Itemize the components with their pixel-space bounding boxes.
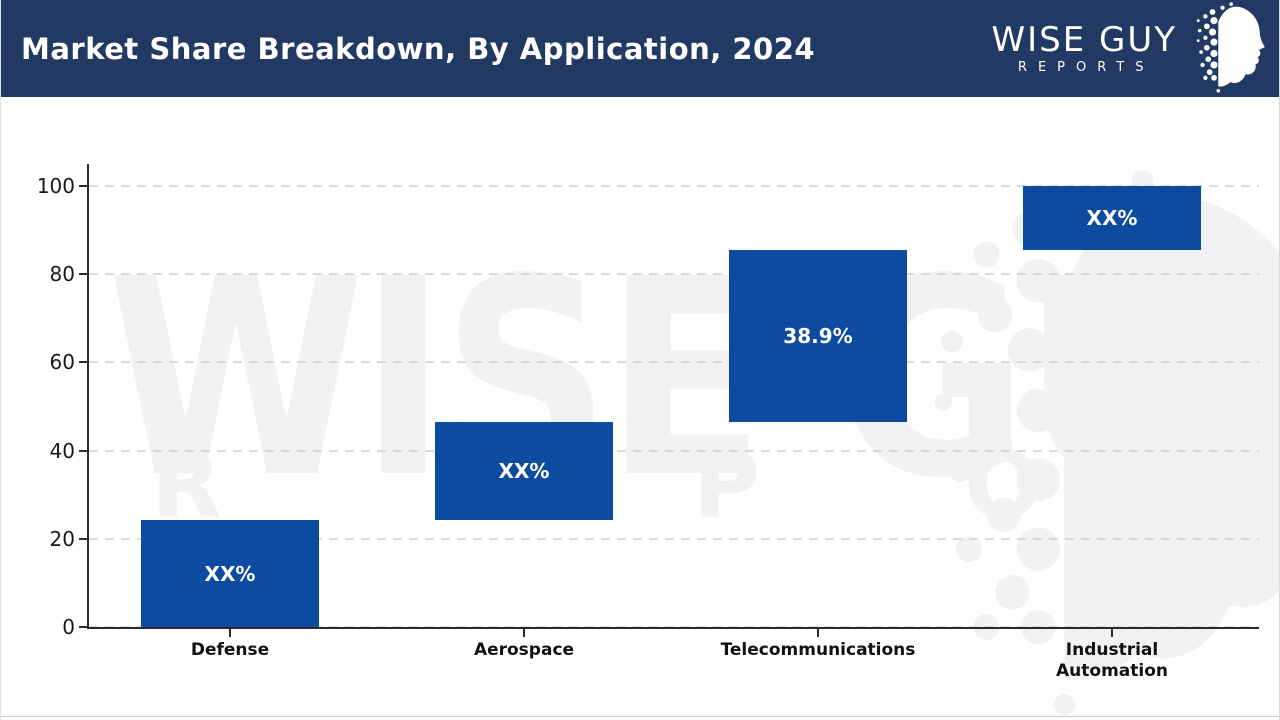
logo-text: WISE GUY REPORTS	[991, 22, 1177, 75]
gridline	[89, 273, 1259, 276]
y-tick	[79, 626, 87, 628]
x-axis-label-line: Industrial	[1065, 640, 1159, 660]
gridline	[89, 361, 1259, 364]
y-tick-label: 40	[49, 438, 75, 463]
y-tick	[79, 273, 87, 276]
x-axis-label: Telecommunications	[708, 640, 928, 661]
y-tick	[79, 185, 87, 187]
x-axis-label-line: Defense	[190, 640, 270, 660]
x-axis-label: Defense	[120, 640, 340, 661]
bar-value-label: XX%	[1086, 206, 1138, 231]
x-axis-label: Industrial Automation	[1002, 640, 1222, 682]
bar-telecommunications: 38.9%	[729, 250, 907, 422]
bar-industrial-automation: XX%	[1023, 186, 1201, 251]
bar-value-label: XX%	[498, 459, 550, 484]
bar-value-label: XX%	[204, 561, 256, 586]
x-tick	[523, 629, 525, 637]
x-axis-label: Aerospace	[414, 640, 634, 661]
y-tick-label: 80	[49, 262, 75, 287]
x-axis-line	[87, 627, 1259, 629]
x-tick	[817, 629, 819, 637]
logo-face-icon	[1181, 2, 1267, 95]
page-title: Market Share Breakdown, By Application, …	[21, 31, 816, 66]
y-tick-label: 60	[49, 350, 75, 375]
bar-value-label: 38.9%	[783, 324, 853, 349]
gridline	[89, 185, 1259, 187]
wiseguy-logo: WISE GUY REPORTS	[991, 2, 1267, 95]
y-tick	[79, 449, 87, 452]
logo-subtitle: REPORTS	[1017, 60, 1155, 75]
y-tick	[79, 537, 87, 540]
y-tick	[79, 361, 87, 364]
bar-defense: XX%	[141, 520, 319, 627]
bottom-border	[1, 716, 1279, 717]
bar-aerospace: XX%	[435, 421, 613, 521]
x-axis-label-line: Automation	[1056, 661, 1168, 681]
x-axis-label-line: Telecommunications	[720, 640, 916, 660]
y-tick-label: 100	[36, 174, 75, 198]
header-bar: Market Share Breakdown, By Application, …	[1, 0, 1279, 97]
gridline	[89, 537, 1259, 540]
x-tick	[229, 629, 231, 637]
y-tick-label: 0	[62, 615, 75, 639]
x-tick	[1111, 629, 1113, 637]
gridline	[89, 449, 1259, 452]
x-axis-label-line: Aerospace	[473, 640, 575, 660]
y-tick-label: 20	[49, 526, 75, 551]
y-axis-line	[87, 164, 89, 629]
logo-wordmark: WISE GUY	[991, 20, 1177, 60]
